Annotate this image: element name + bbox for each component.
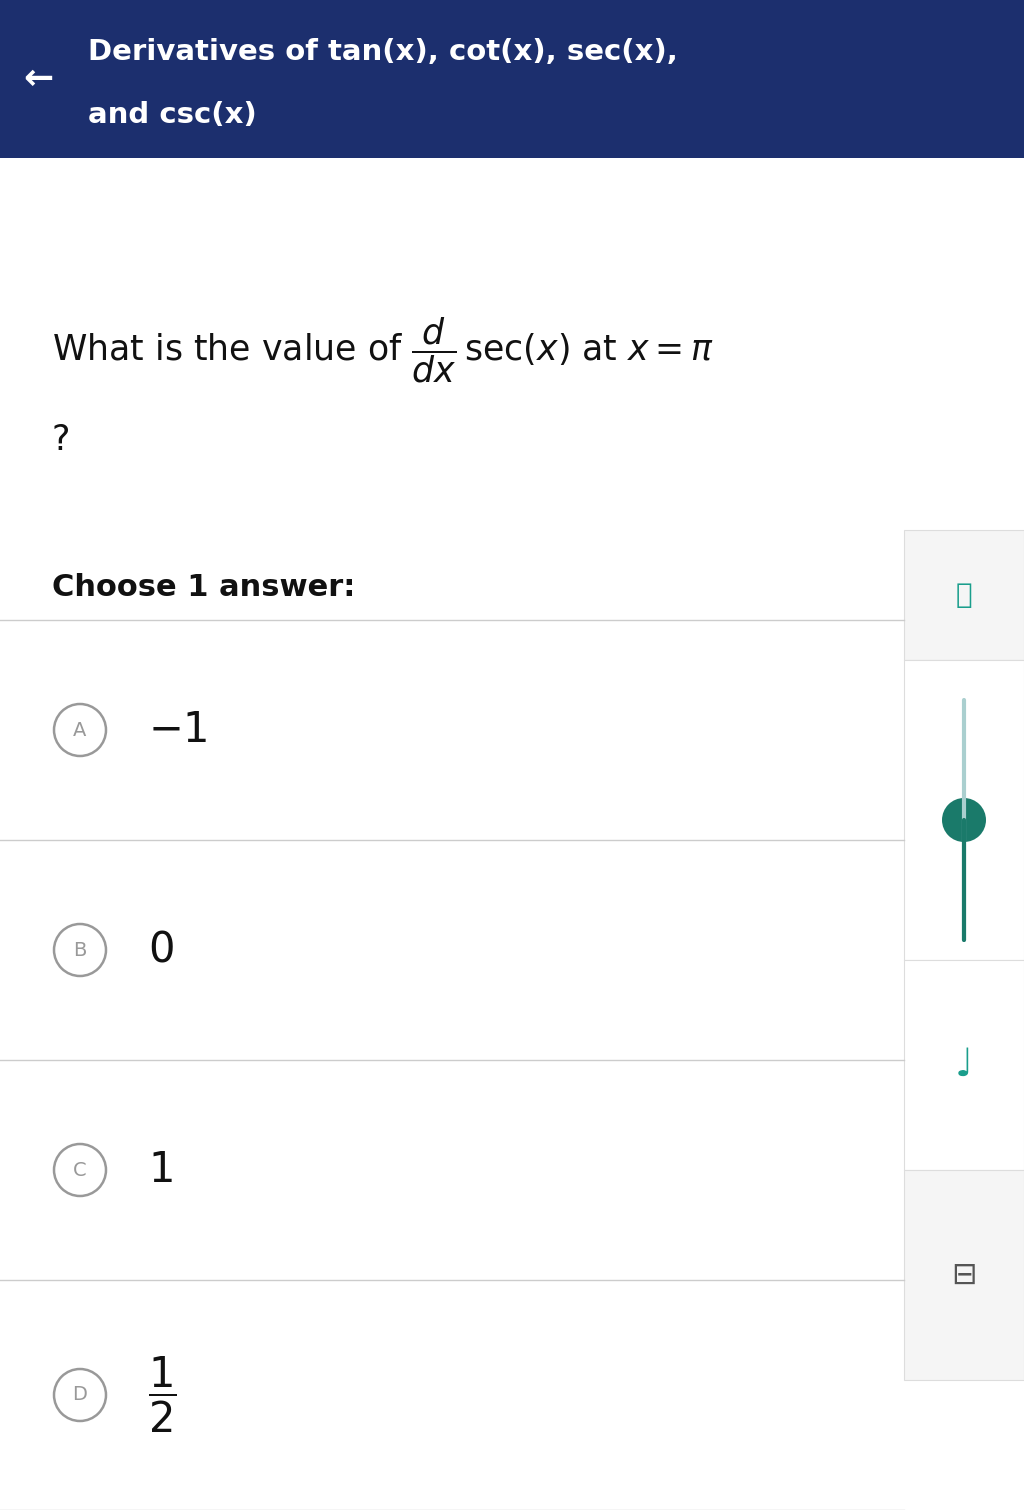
Text: D: D xyxy=(73,1386,87,1404)
FancyBboxPatch shape xyxy=(0,0,1024,159)
Text: $-1$: $-1$ xyxy=(148,710,208,750)
FancyBboxPatch shape xyxy=(904,660,1024,960)
Text: ←: ← xyxy=(23,62,53,97)
FancyBboxPatch shape xyxy=(904,1170,1024,1380)
Text: B: B xyxy=(74,941,87,959)
FancyBboxPatch shape xyxy=(904,960,1024,1170)
Text: C: C xyxy=(73,1161,87,1179)
Text: $\dfrac{1}{2}$: $\dfrac{1}{2}$ xyxy=(148,1354,176,1434)
FancyBboxPatch shape xyxy=(904,530,1024,660)
Text: What is the value of $\dfrac{d}{dx}\,\mathrm{sec}(x)$ at $x = \pi$: What is the value of $\dfrac{d}{dx}\,\ma… xyxy=(52,316,714,385)
Text: ⊟: ⊟ xyxy=(951,1261,977,1290)
Text: $1$: $1$ xyxy=(148,1149,173,1191)
Circle shape xyxy=(942,797,986,843)
Text: Choose 1 answer:: Choose 1 answer: xyxy=(52,574,355,602)
Text: and csc(x): and csc(x) xyxy=(88,101,257,128)
Text: Derivatives of tan(x), cot(x), sec(x),: Derivatives of tan(x), cot(x), sec(x), xyxy=(88,38,678,66)
Text: ?: ? xyxy=(52,423,71,458)
Text: 🔔: 🔔 xyxy=(955,581,973,609)
Text: $0$: $0$ xyxy=(148,929,174,971)
Text: ♩: ♩ xyxy=(954,1046,973,1084)
Text: A: A xyxy=(74,720,87,740)
